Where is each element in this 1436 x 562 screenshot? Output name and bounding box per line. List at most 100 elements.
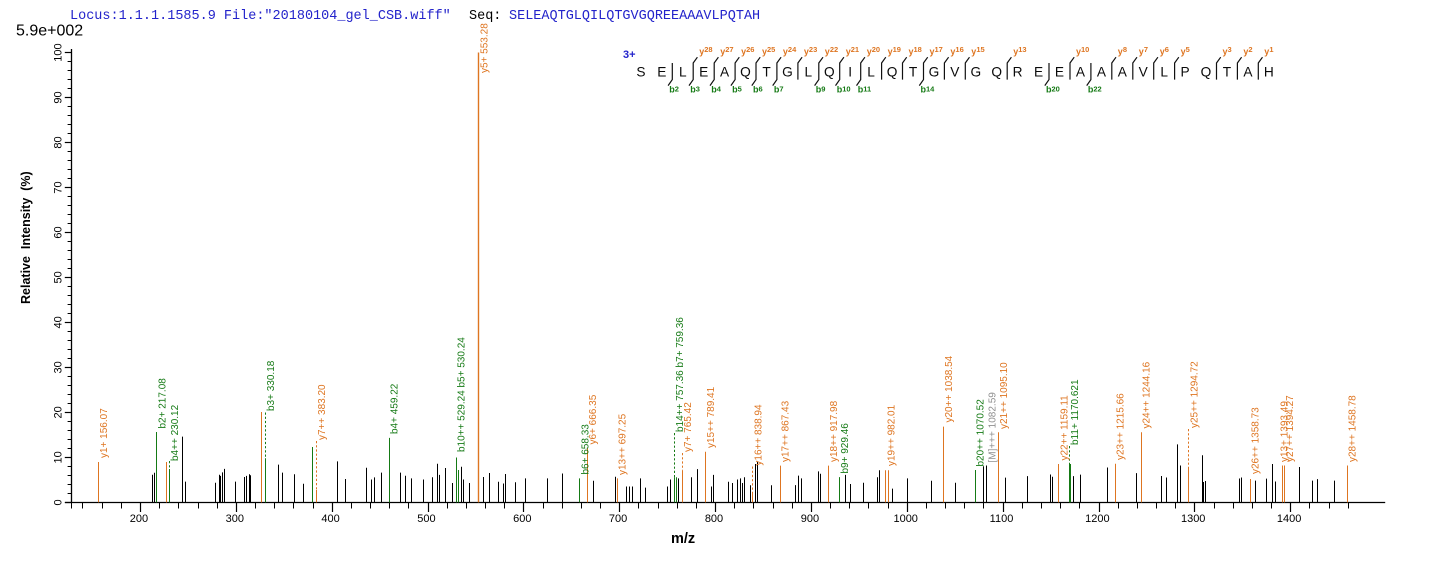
svg-text:500: 500 xyxy=(417,513,435,525)
svg-text:b3: b3 xyxy=(690,85,700,95)
svg-text:y7+ 765.42: y7+ 765.42 xyxy=(683,402,694,452)
svg-text:y16++ 838.94: y16++ 838.94 xyxy=(753,404,764,466)
svg-text:b20: b20 xyxy=(1046,85,1060,95)
svg-text:y24++ 1244.16: y24++ 1244.16 xyxy=(1142,361,1153,428)
svg-text:50: 50 xyxy=(53,271,65,283)
svg-text:y25: y25 xyxy=(762,45,775,57)
svg-text:200: 200 xyxy=(130,513,148,525)
svg-text:90: 90 xyxy=(53,91,65,103)
svg-text:y6: y6 xyxy=(1160,45,1169,57)
svg-text:A: A xyxy=(1097,64,1107,79)
svg-text:R: R xyxy=(1013,64,1023,79)
svg-text:y22: y22 xyxy=(825,45,838,57)
svg-text:y3: y3 xyxy=(1223,45,1232,57)
svg-text:y19: y19 xyxy=(888,45,901,57)
svg-text:700: 700 xyxy=(609,513,627,525)
svg-text:y20++ 1038.54: y20++ 1038.54 xyxy=(944,355,955,422)
svg-text:b6: b6 xyxy=(753,85,763,95)
svg-text:V: V xyxy=(1139,64,1149,79)
svg-text:1200: 1200 xyxy=(1085,513,1109,525)
svg-text:Q: Q xyxy=(991,64,1002,79)
svg-text:y15: y15 xyxy=(971,45,984,57)
svg-text:b5: b5 xyxy=(732,85,742,95)
svg-text:y1: y1 xyxy=(1264,45,1273,57)
svg-text:T: T xyxy=(1223,64,1232,79)
svg-text:100: 100 xyxy=(53,43,65,61)
svg-text:y24: y24 xyxy=(783,45,797,57)
svg-text:y27: y27 xyxy=(720,45,733,57)
svg-text:400: 400 xyxy=(321,513,339,525)
svg-text:S: S xyxy=(636,64,645,79)
svg-text:Q: Q xyxy=(887,64,898,79)
svg-text:300: 300 xyxy=(226,513,244,525)
svg-text:y5+ 553.28: y5+ 553.28 xyxy=(479,23,490,73)
svg-text:P: P xyxy=(1181,64,1190,79)
svg-text:H: H xyxy=(1264,64,1274,79)
svg-text:y1+ 156.07: y1+ 156.07 xyxy=(99,408,110,458)
svg-text:900: 900 xyxy=(801,513,819,525)
svg-text:I: I xyxy=(848,64,852,79)
svg-text:m/z: m/z xyxy=(671,531,695,547)
svg-text:L: L xyxy=(804,64,812,79)
svg-text:SELEAQTGLQILQTGVGQREEAAAVLPQTA: SELEAQTGLQILQTGVGQREEAAAVLPQTAH xyxy=(509,9,760,24)
svg-text:b22: b22 xyxy=(1088,85,1102,95)
svg-text:y23: y23 xyxy=(804,45,817,57)
svg-text:30: 30 xyxy=(53,361,65,373)
svg-text:60: 60 xyxy=(53,226,65,238)
svg-text:y8: y8 xyxy=(1118,45,1127,57)
svg-text:y23++ 1215.66: y23++ 1215.66 xyxy=(1116,393,1127,460)
svg-text:Q: Q xyxy=(740,64,751,79)
svg-text:[M]+++ 1082.59: [M]+++ 1082.59 xyxy=(987,392,998,463)
svg-text:L: L xyxy=(1160,64,1168,79)
svg-text:b11: b11 xyxy=(858,85,871,95)
svg-text:y10: y10 xyxy=(1076,45,1089,57)
svg-text:b4++ 230.12: b4++ 230.12 xyxy=(170,404,181,461)
svg-text:1000: 1000 xyxy=(893,513,917,525)
svg-text:600: 600 xyxy=(513,513,531,525)
svg-text:V: V xyxy=(950,64,960,79)
svg-text:y28++ 1458.78: y28++ 1458.78 xyxy=(1348,395,1359,462)
svg-text:E: E xyxy=(1055,64,1064,79)
svg-text:0: 0 xyxy=(53,499,65,505)
svg-text:Locus:1.1.1.1585.9 File:"20180: Locus:1.1.1.1585.9 File:"20180104_gel_CS… xyxy=(70,9,451,24)
svg-text:b3+ 330.18: b3+ 330.18 xyxy=(266,360,277,411)
svg-text:y13: y13 xyxy=(1013,45,1026,57)
svg-text:y26: y26 xyxy=(741,45,754,57)
svg-text:y13++ 697.25: y13++ 697.25 xyxy=(618,413,629,475)
svg-text:b4: b4 xyxy=(711,85,722,95)
svg-text:Seq:: Seq: xyxy=(469,9,501,24)
svg-text:E: E xyxy=(1034,64,1043,79)
svg-text:y15++ 789.41: y15++ 789.41 xyxy=(706,386,717,448)
svg-text:1100: 1100 xyxy=(990,513,1014,525)
svg-text:b20++ 1070.52: b20++ 1070.52 xyxy=(976,399,987,467)
svg-text:y16: y16 xyxy=(950,45,963,57)
svg-text:G: G xyxy=(929,64,940,79)
svg-text:1400: 1400 xyxy=(1277,513,1301,525)
svg-text:y22++ 1159.11: y22++ 1159.11 xyxy=(1059,395,1070,461)
svg-text:b10: b10 xyxy=(837,85,851,95)
svg-text:b14: b14 xyxy=(921,85,936,95)
svg-text:b9: b9 xyxy=(816,85,826,95)
svg-text:G: G xyxy=(782,64,793,79)
svg-text:E: E xyxy=(699,64,708,79)
svg-text:b2+ 217.08: b2+ 217.08 xyxy=(157,378,168,429)
svg-text:b10++ 529.24 b5+ 530.24: b10++ 529.24 b5+ 530.24 xyxy=(457,337,468,452)
svg-text:y2: y2 xyxy=(1243,45,1252,57)
svg-text:y27++ 1394.27: y27++ 1394.27 xyxy=(1285,395,1296,462)
svg-text:b7: b7 xyxy=(774,85,784,95)
svg-text:b4+ 459.22: b4+ 459.22 xyxy=(390,383,401,434)
svg-text:Q: Q xyxy=(824,64,835,79)
svg-text:3+: 3+ xyxy=(623,49,636,61)
svg-text:20: 20 xyxy=(53,406,65,418)
svg-text:5.9e+002: 5.9e+002 xyxy=(16,23,83,40)
svg-text:800: 800 xyxy=(705,513,723,525)
svg-text:y28: y28 xyxy=(699,45,712,57)
svg-text:b14++ 757.36 b7+ 759.36: b14++ 757.36 b7+ 759.36 xyxy=(675,317,686,432)
svg-text:80: 80 xyxy=(53,136,65,148)
svg-text:Q: Q xyxy=(1201,64,1212,79)
svg-text:y20: y20 xyxy=(867,45,880,57)
svg-text:10: 10 xyxy=(53,451,65,463)
svg-text:A: A xyxy=(1118,64,1128,79)
svg-text:T: T xyxy=(909,64,918,79)
svg-text:G: G xyxy=(970,64,981,79)
